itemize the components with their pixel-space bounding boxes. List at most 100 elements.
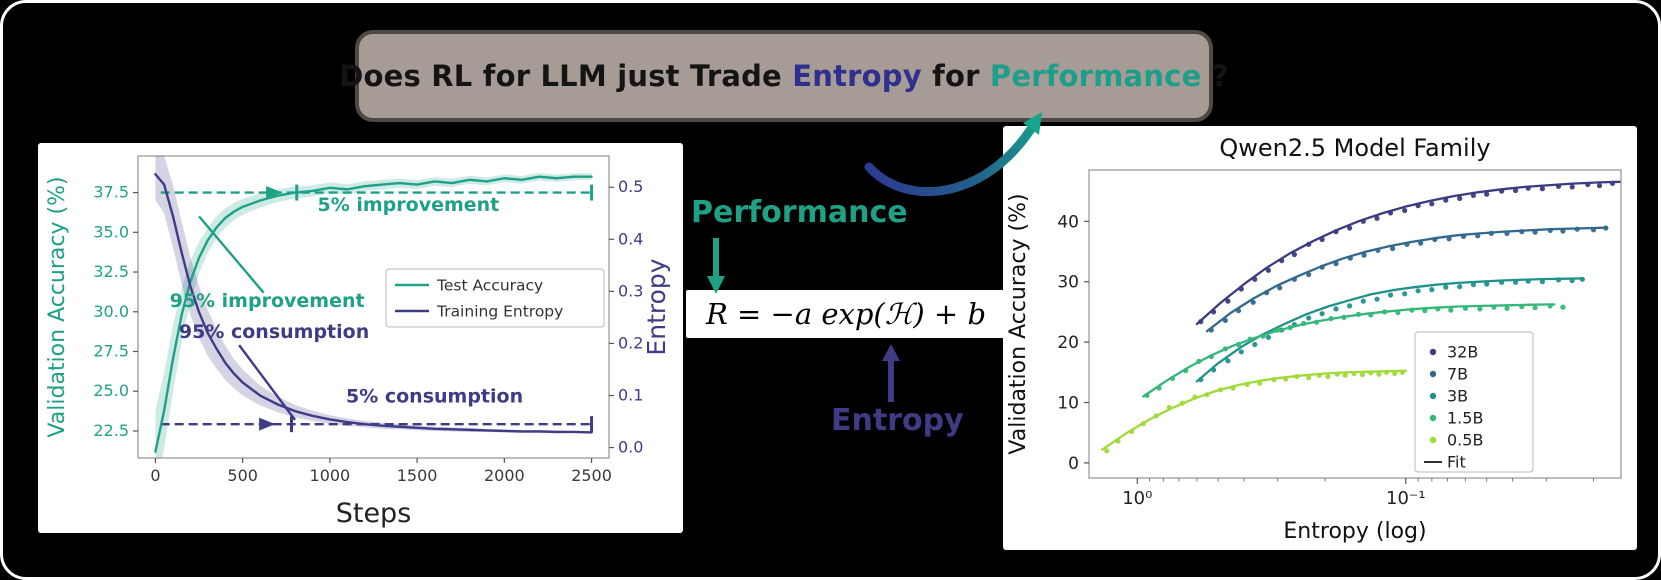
y-left-tick-label: 35.0 [93,222,129,241]
data-point [1291,251,1297,258]
data-point [1244,381,1250,387]
data-point [1376,371,1382,377]
legend-label: 3B [1447,387,1468,406]
legend: 32B 7B 3B 1.5B 0.5B Fit [1414,331,1534,473]
data-point [1383,369,1390,375]
legend-label: 0.5B [1447,431,1483,450]
data-point [1129,428,1135,435]
legend-dot [1429,392,1437,400]
data-point [1235,308,1242,314]
y-left-tick-label: 30.0 [93,302,129,321]
data-point [1319,236,1325,243]
data-point [1374,215,1380,221]
data-point [1169,375,1175,381]
data-point [1355,311,1362,317]
data-point [1260,333,1266,339]
data-point [1192,394,1198,400]
data-point [1390,245,1396,252]
data-point [1287,325,1293,331]
data-point [1368,370,1374,376]
y-left-tick-label: 37.5 [93,183,129,202]
data-point [1275,327,1281,333]
data-point [1183,367,1189,374]
legend-dot [1429,370,1437,378]
data-point [1488,230,1494,236]
data-point [1333,229,1339,235]
annotation-text: 95% consumption [179,321,369,343]
data-point [1569,277,1575,284]
data-point [1359,372,1366,378]
data-point [1319,311,1325,317]
data-point [1265,267,1271,273]
legend-dot [1429,414,1437,422]
data-point [1418,240,1424,246]
data-point [1448,307,1454,313]
legend: Test Accuracy Training Entropy [385,268,605,328]
data-point [1235,341,1242,348]
data-point [1446,236,1452,242]
data-point [1415,288,1421,294]
data-point [1264,290,1270,296]
y-right-tick-label: 0.2 [618,333,643,352]
data-point [1596,183,1603,189]
data-point [1547,227,1553,233]
x-axis-label: Steps [336,498,412,529]
data-point [1277,285,1283,291]
legend-dot [1429,436,1437,444]
data-point [1432,236,1438,243]
data-point [1532,229,1538,235]
y-right-tick-label: 0.1 [618,386,643,405]
data-point [1382,309,1388,315]
legend-label: 1.5B [1447,409,1483,428]
data-point [1144,392,1150,398]
data-point [1361,252,1367,258]
plot-area [1088,169,1622,479]
data-point [1585,181,1591,188]
x-tick-label: 10⁰ [1122,488,1152,509]
data-point [1435,306,1441,312]
data-point [1360,298,1366,304]
data-point [1347,255,1353,261]
data-point [1470,192,1476,198]
data-point [1333,306,1339,312]
legend-label: Test Accuracy [436,277,543,295]
data-point [1525,278,1531,284]
x-tick-label: 1500 [397,466,438,485]
data-point [1341,314,1347,320]
data-point [1166,404,1172,410]
legend-label: Fit [1447,453,1466,472]
data-point [1404,241,1410,247]
data-point [1265,334,1271,340]
data-point [1306,241,1312,247]
y-axis-label: Validation Accuracy (%) [1006,193,1031,454]
annotation-pointer [238,344,296,421]
data-point [1374,296,1380,302]
banner-part: ? [1201,59,1229,93]
training-dynamics-chart: 5% improvement 95% improvement 95% consump… [45,155,671,529]
data-point [1217,387,1224,393]
question-banner: Does RL for LLM just Trade Entropy for P… [339,30,1229,122]
banner-part: Does RL for LLM just Trade [339,59,793,93]
data-point [1225,298,1231,304]
data-point [1387,292,1394,298]
data-point [1250,299,1256,305]
data-point [1409,307,1415,313]
annotation-text: 5% improvement [317,194,499,216]
data-point [1104,448,1110,454]
data-point [1443,284,1449,290]
data-point [1395,309,1401,316]
data-point [1347,303,1353,309]
data-point [1475,233,1481,239]
data-point [1306,271,1312,278]
data-point [1333,261,1339,267]
data-point [1211,309,1217,315]
data-point [1313,319,1320,325]
data-point [1225,358,1231,364]
y-tick-label: 30 [1057,273,1079,293]
data-point [1399,369,1405,375]
data-point [1115,438,1121,444]
data-point [1429,287,1435,293]
qwen-family-panel: Qwen2.5 Model Family 0 10 20 30 40 10⁰ 10⁻¹ Vali… [1003,126,1637,550]
data-point [1252,341,1258,348]
data-point [1306,315,1312,321]
